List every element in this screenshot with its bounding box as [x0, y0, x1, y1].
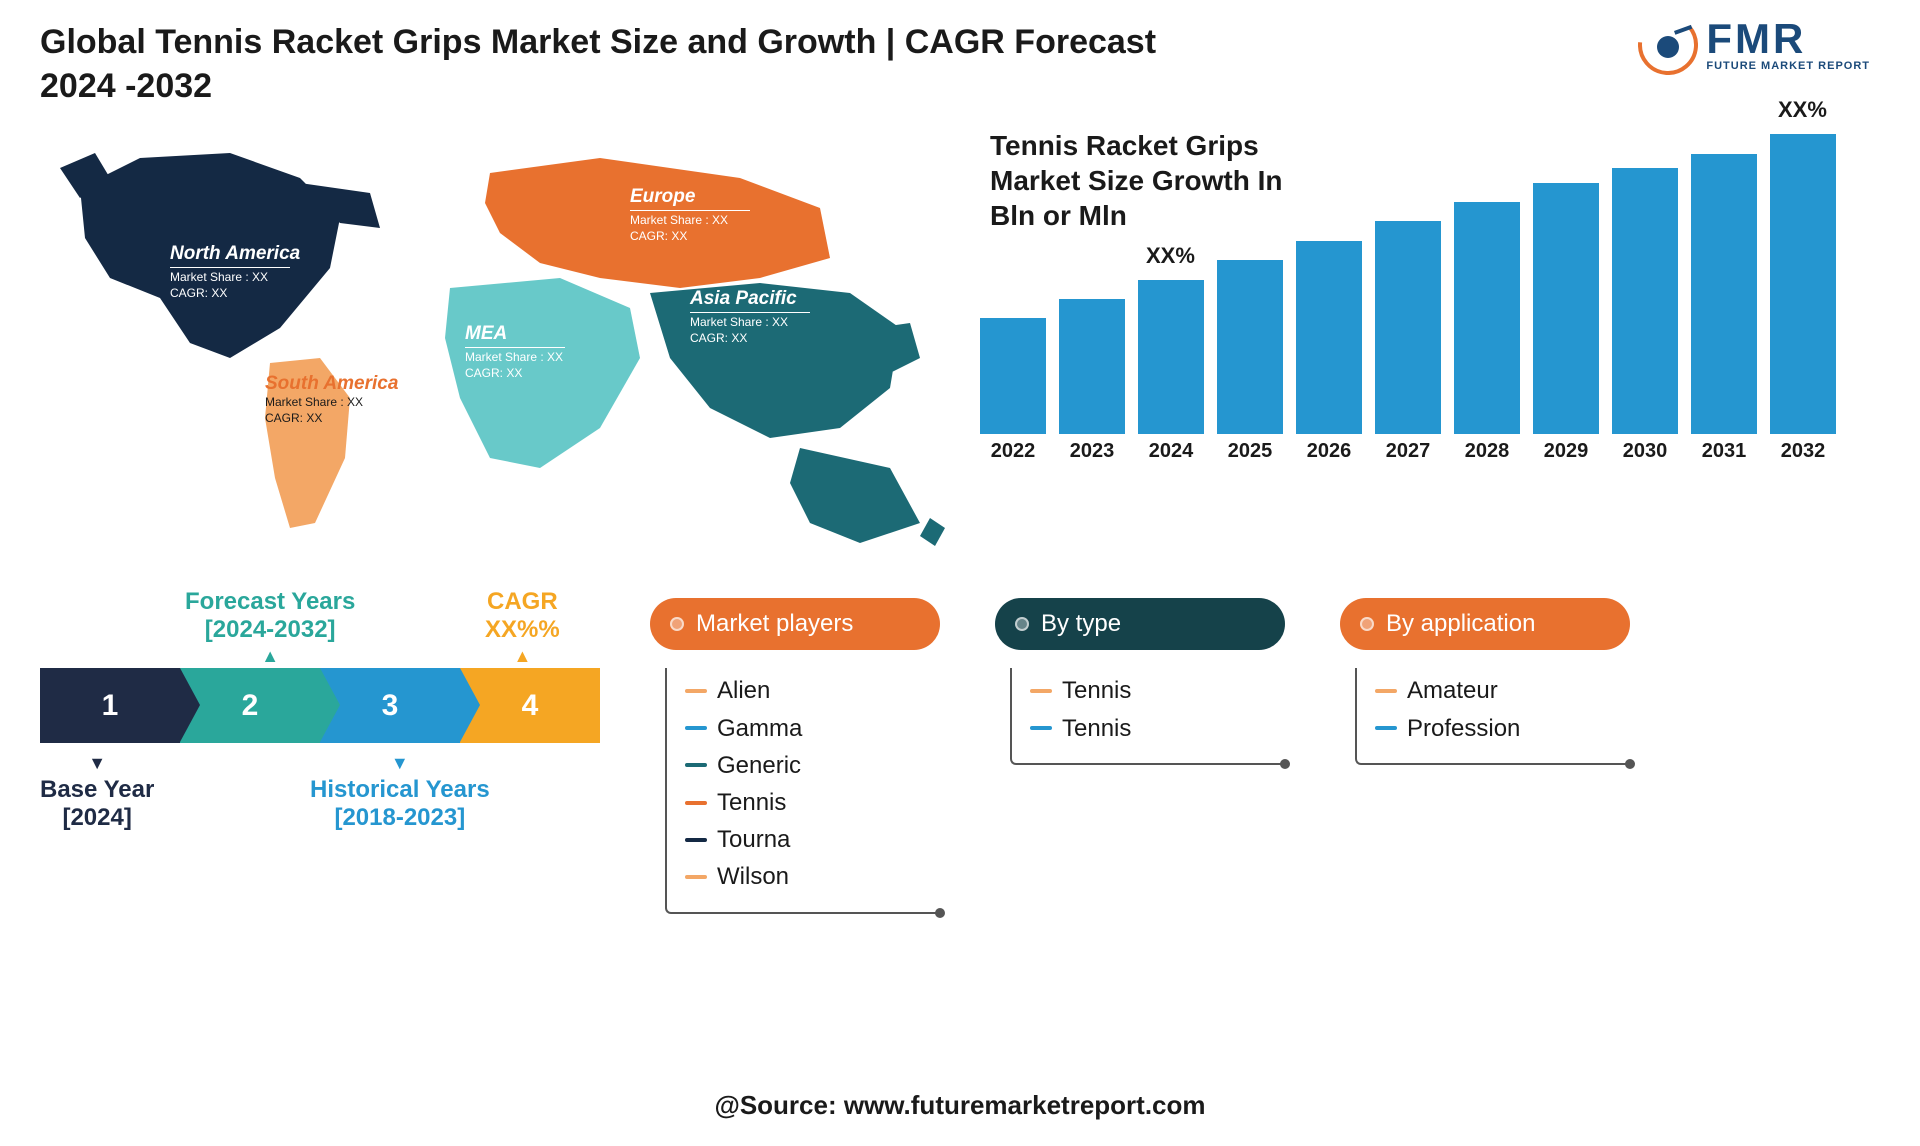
list-item: Generic — [685, 747, 940, 784]
label-sa: South America Market Share : XX CAGR: XX — [265, 373, 398, 426]
bar-annotation: XX% — [1778, 97, 1827, 123]
tl-base: ▼ Base Year [2024] — [40, 753, 154, 831]
fmr-logo: FMR FUTURE MARKET REPORT — [1638, 15, 1870, 75]
list-item: Tourna — [685, 821, 940, 858]
source-attribution: @Source: www.futuremarketreport.com — [0, 1090, 1920, 1121]
list-item: Gamma — [685, 710, 940, 747]
list-item: Wilson — [685, 858, 940, 895]
bar-annotation: XX% — [1146, 243, 1195, 269]
growth-bar-chart: Tennis Racket Grips Market Size Growth I… — [980, 128, 1860, 548]
fmr-logo-icon — [1638, 15, 1698, 75]
pill-application: By application — [1340, 598, 1630, 650]
bar-2032: 2032 — [1770, 134, 1836, 463]
pill-type: By type — [995, 598, 1285, 650]
bar-2027: 2027 — [1375, 221, 1441, 463]
list-item: Tennis — [685, 784, 940, 821]
tl-forecast: Forecast Years [2024-2032] ▲ — [185, 588, 355, 666]
bar-2030: 2030 — [1612, 168, 1678, 463]
col-by-type: By type TennisTennis — [995, 598, 1285, 913]
label-mea: MEA Market Share : XX CAGR: XX — [465, 323, 565, 381]
label-na: North America Market Share : XX CAGR: XX — [170, 243, 300, 301]
world-map: North America Market Share : XX CAGR: XX… — [40, 128, 950, 548]
timeline-seg-4: 4 — [460, 668, 600, 743]
tl-cagr: CAGR XX%% ▲ — [485, 588, 560, 666]
category-columns: Market players AlienGammaGenericTennisTo… — [650, 588, 1630, 913]
logo-text-small: FUTURE MARKET REPORT — [1706, 60, 1870, 72]
pill-players: Market players — [650, 598, 940, 650]
col-market-players: Market players AlienGammaGenericTennisTo… — [650, 598, 940, 913]
bar-2022: 2022 — [980, 318, 1046, 463]
bar-2023: 2023 — [1059, 299, 1125, 463]
list-item: Tennis — [1030, 672, 1285, 709]
timeline-seg-3: 3 — [320, 668, 460, 743]
region-nz — [920, 518, 945, 546]
label-ap: Asia Pacific Market Share : XX CAGR: XX — [690, 288, 810, 346]
timeline: Forecast Years [2024-2032] ▲ CAGR XX%% ▲… — [40, 588, 600, 913]
tl-hist: ▼ Historical Years [2018-2023] — [310, 753, 490, 831]
logo-text-big: FMR — [1706, 18, 1870, 60]
timeline-seg-1: 1 — [40, 668, 180, 743]
bar-2031: 2031 — [1691, 154, 1757, 464]
bar-2024: 2024 — [1138, 280, 1204, 464]
bar-2026: 2026 — [1296, 241, 1362, 464]
page-title: Global Tennis Racket Grips Market Size a… — [40, 20, 1240, 108]
timeline-seg-2: 2 — [180, 668, 320, 743]
label-eu: Europe Market Share : XX CAGR: XX — [630, 186, 750, 244]
list-item: Alien — [685, 672, 940, 709]
bar-2028: 2028 — [1454, 202, 1520, 463]
list-item: Tennis — [1030, 710, 1285, 747]
bar-2029: 2029 — [1533, 183, 1599, 464]
list-item: Amateur — [1375, 672, 1630, 709]
bar-2025: 2025 — [1217, 260, 1283, 463]
col-by-application: By application AmateurProfession — [1340, 598, 1630, 913]
list-item: Profession — [1375, 710, 1630, 747]
